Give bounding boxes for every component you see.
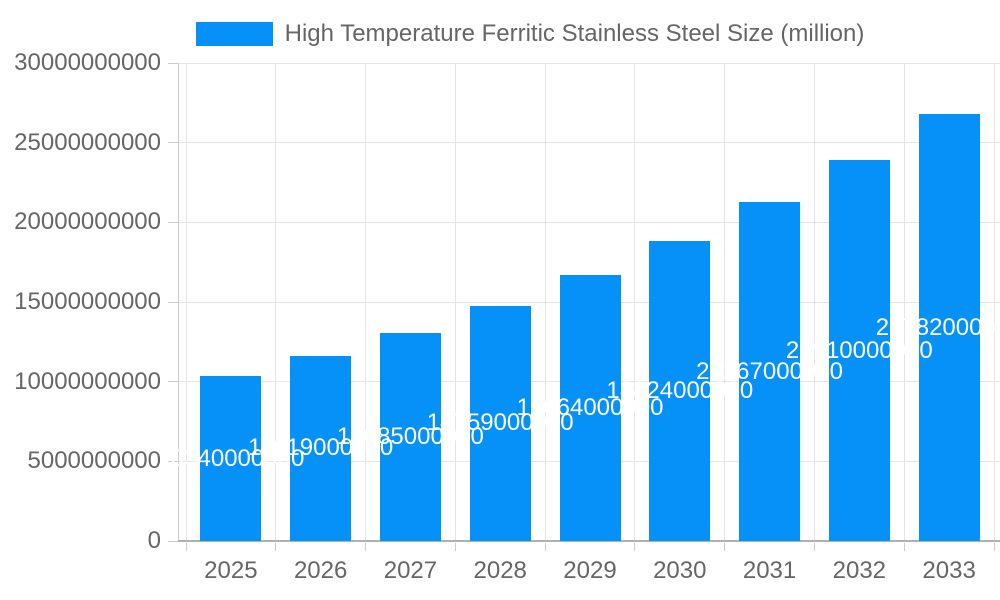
x-axis-tick <box>903 543 905 551</box>
y-axis-tick <box>168 301 178 303</box>
bar-value-label: 23910000000 <box>785 336 933 364</box>
bar-2027[interactable] <box>379 332 441 541</box>
bar-2029[interactable] <box>559 275 621 541</box>
x-axis-label: 2030 <box>653 557 707 584</box>
x-axis-tick <box>813 543 815 551</box>
bar-value-label: 18824000000 <box>606 377 754 405</box>
x-gridline <box>365 63 367 541</box>
y-axis-tick <box>168 540 178 542</box>
bar-value-label: 10340000000 <box>157 444 305 472</box>
bar-2028[interactable] <box>469 305 531 541</box>
bar-value-label: 16664000000 <box>516 394 664 422</box>
y-axis-label: 30000000000 <box>14 49 161 76</box>
y-axis-label: 0 <box>147 527 161 554</box>
bar-2032[interactable] <box>828 160 890 541</box>
y-axis-tick <box>168 460 178 462</box>
y-axis-tick <box>168 221 178 223</box>
y-axis-tick <box>168 62 178 64</box>
y-axis-label: 15000000000 <box>14 288 161 315</box>
x-axis-line <box>178 540 1000 542</box>
x-axis-tick <box>365 543 367 551</box>
x-axis-label: 2026 <box>293 557 348 584</box>
x-gridline <box>903 63 905 541</box>
legend-swatch <box>195 22 273 46</box>
bar-value-label: 14759000000 <box>426 409 574 437</box>
y-axis-label: 20000000000 <box>14 208 161 236</box>
y-gridline <box>178 62 1000 64</box>
x-gridline <box>724 63 726 541</box>
x-axis-label: 2032 <box>832 557 887 584</box>
x-axis-label: 2031 <box>742 557 797 584</box>
bar-2031[interactable] <box>739 202 801 541</box>
y-axis-label: 5000000000 <box>27 447 161 475</box>
x-axis-tick <box>185 543 187 551</box>
x-axis-label: 2025 <box>204 557 258 584</box>
x-axis-tick <box>634 543 636 551</box>
y-axis-label: 25000000000 <box>14 128 161 156</box>
legend-label: High Temperature Ferritic Stainless Stee… <box>284 20 865 47</box>
x-axis-label: 2027 <box>383 557 438 584</box>
y-axis-tick <box>168 381 178 383</box>
bar-2025[interactable] <box>200 376 262 541</box>
x-axis-label: 2028 <box>473 557 527 584</box>
x-gridline <box>544 63 546 541</box>
bar-2033[interactable] <box>918 114 980 541</box>
bar-value-label: 26782000000 <box>875 313 1000 341</box>
x-axis-tick <box>544 543 546 551</box>
bar-value-label: 21267000000 <box>696 357 843 385</box>
x-gridline <box>634 63 636 541</box>
x-gridline <box>454 63 456 541</box>
x-gridline <box>185 63 187 541</box>
bar-2026[interactable] <box>290 355 352 541</box>
x-gridline <box>993 63 995 541</box>
bar-2030[interactable] <box>649 241 711 541</box>
bar-value-label: 13085000000 <box>337 422 484 450</box>
y-gridline <box>178 142 1000 144</box>
x-axis-label: 2033 <box>922 557 976 584</box>
y-axis-label: 10000000000 <box>14 367 161 395</box>
y-gridline <box>178 221 1000 223</box>
x-axis-label: 2029 <box>563 557 617 584</box>
chart-legend[interactable]: High Temperature Ferritic Stainless Stee… <box>30 20 1000 48</box>
x-axis-tick <box>275 543 277 551</box>
x-gridline <box>275 63 277 541</box>
y-axis-tick <box>168 142 178 144</box>
x-axis-tick <box>724 543 726 551</box>
y-axis-line <box>178 63 179 541</box>
x-gridline <box>813 63 815 541</box>
x-axis-tick <box>454 543 456 551</box>
bar-value-label: 11619000000 <box>248 434 394 462</box>
x-axis-tick <box>993 543 995 551</box>
